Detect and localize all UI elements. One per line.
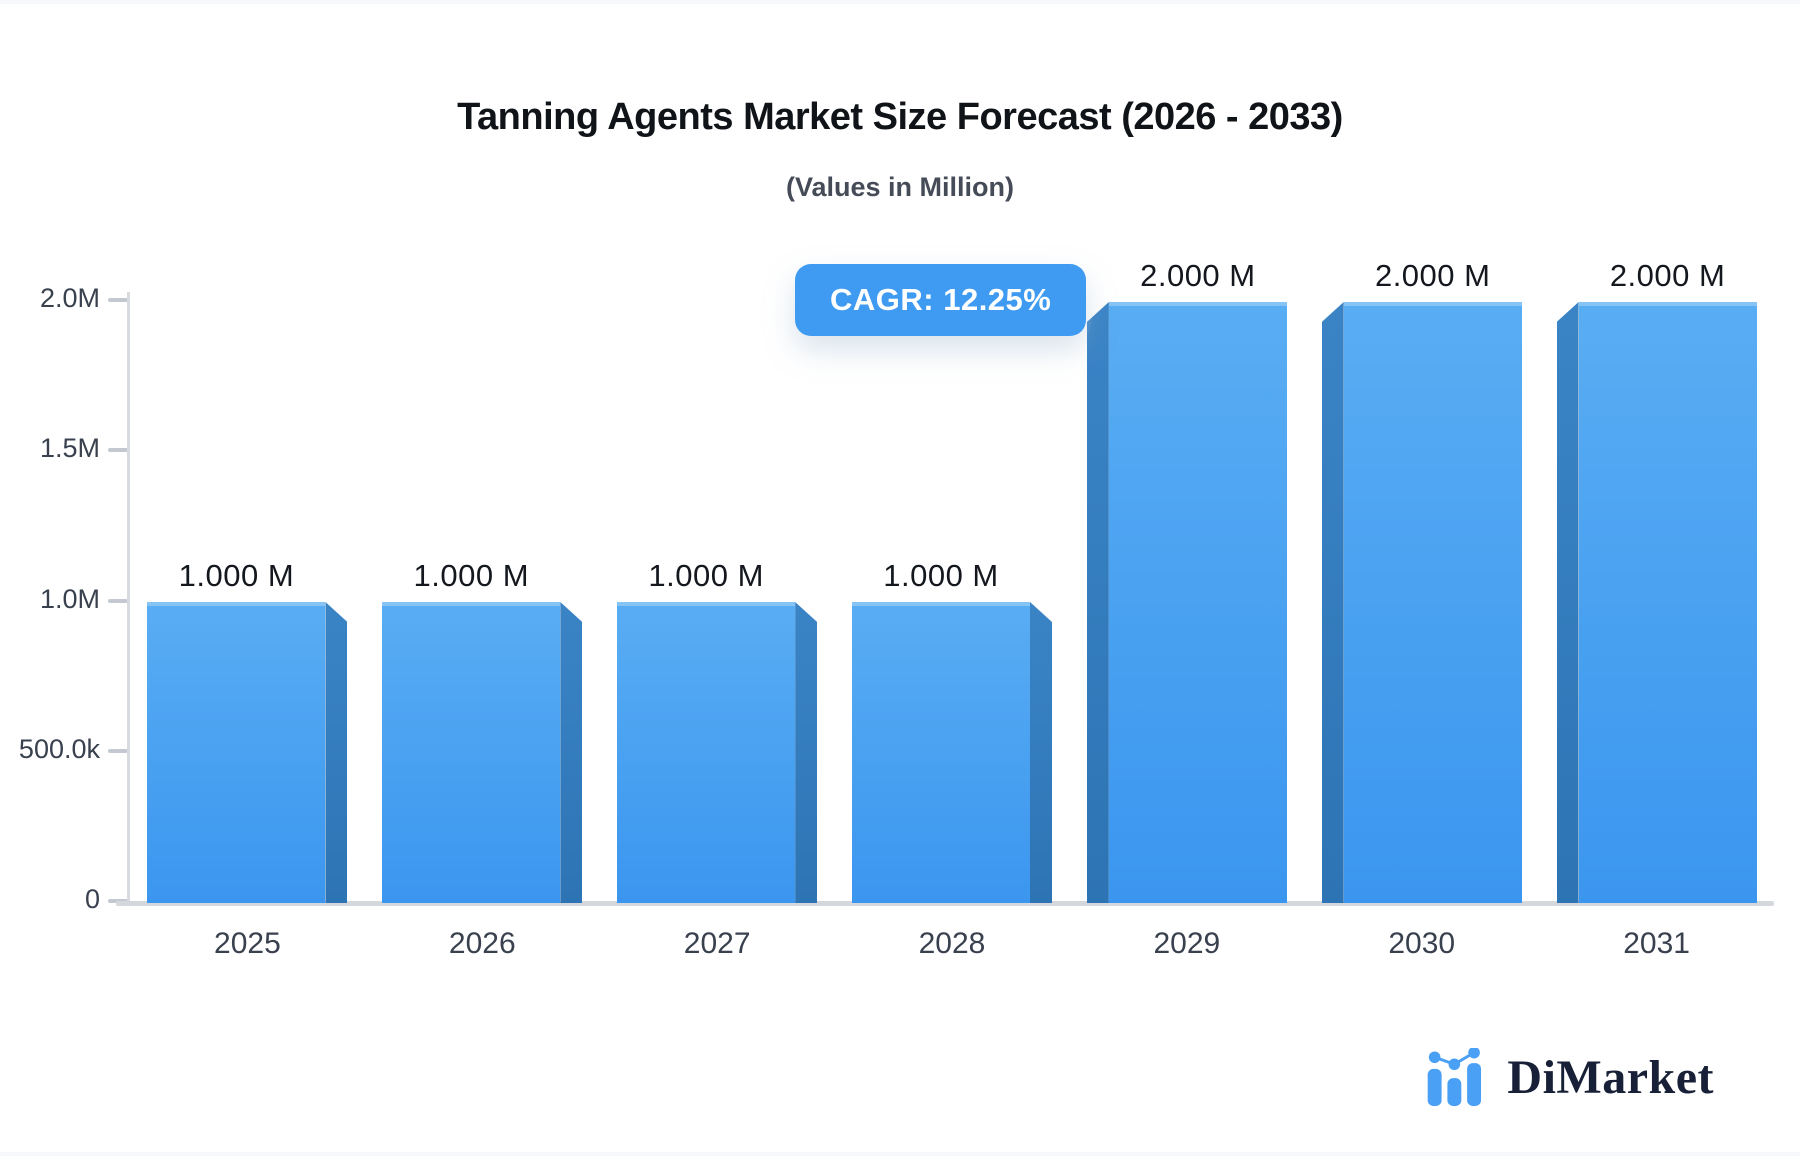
cagr-badge: CAGR: 12.25% — [795, 264, 1087, 336]
x-tick-label: 2030 — [1388, 927, 1456, 960]
bar-value-label: 1.000 M — [648, 558, 764, 593]
bar-2030: 2.000 M — [1321, 258, 1522, 903]
bar-2025: 1.000 M — [147, 558, 348, 903]
chart-canvas: Tanning Agents Market Size Forecast (202… — [0, 4, 1800, 1152]
bar-2028: 1.000 M — [852, 558, 1052, 903]
bar-value-label: 2.000 M — [1609, 258, 1726, 293]
bar-slot-2025: 1.000 M 2025 — [130, 300, 365, 960]
x-tick-label: 2026 — [448, 927, 516, 960]
x-tick-label: 2025 — [214, 927, 281, 960]
y-axis-line — [127, 292, 130, 905]
bar-2029: 2.000 M — [1086, 258, 1287, 903]
bar-value-label: 1.000 M — [178, 558, 295, 593]
y-tick-mark — [108, 448, 128, 453]
bar-3d-side — [1556, 302, 1579, 903]
bar-series: 1.000 M 2025 1.000 M 2026 1.000 M 2027 1.000 M… — [130, 258, 1774, 960]
chart-subtitle: (Values in Million) — [785, 172, 1015, 202]
y-tick-label: 2.0M — [39, 283, 100, 313]
bar-face — [147, 602, 326, 903]
y-tick-mark — [108, 748, 128, 753]
bar-slot-2030: 2.000 M 2030 — [1304, 258, 1539, 960]
y-tick-label: 0 — [84, 884, 100, 914]
bar-face — [382, 602, 561, 903]
bar-3d-side — [795, 602, 818, 903]
bar-2026: 1.000 M — [382, 558, 583, 903]
bar-slot-2027: 1.000 M 2027 — [600, 300, 835, 960]
y-tick-label: 500.0k — [18, 733, 100, 764]
y-tick-mark — [108, 598, 128, 603]
bar-face — [1108, 302, 1287, 903]
bar-3d-side — [1321, 302, 1344, 903]
bar-face — [617, 602, 796, 903]
bar-slot-2031: 2.000 M 2031 — [1539, 258, 1774, 960]
x-tick-label: 2029 — [1153, 927, 1221, 960]
bar-slot-2029: 2.000 M 2029 — [1069, 258, 1304, 960]
bar-face — [1343, 302, 1522, 903]
x-tick-label: 2028 — [918, 927, 986, 960]
x-tick-label: 2031 — [1623, 927, 1690, 960]
bar-face — [852, 602, 1030, 903]
brand-name: DiMarket — [1507, 1050, 1714, 1104]
bar-3d-side — [1086, 302, 1109, 903]
bar-value-label: 1.000 M — [883, 558, 999, 593]
chart-title: Tanning Agents Market Size Forecast (202… — [457, 96, 1343, 138]
bar-face — [1578, 302, 1757, 903]
bar-chart-logo-icon — [1428, 1048, 1482, 1106]
bar-value-label: 2.000 M — [1140, 258, 1256, 293]
bar-slot-2026: 1.000 M 2026 — [365, 300, 600, 960]
y-tick-mark — [108, 298, 128, 302]
bar-value-label: 1.000 M — [413, 558, 530, 593]
bar-2031: 2.000 M — [1556, 258, 1757, 903]
bar-3d-side — [1030, 602, 1052, 903]
bar-value-label: 2.000 M — [1374, 258, 1491, 293]
x-axis-line — [116, 901, 1774, 906]
x-tick-label: 2027 — [683, 927, 751, 960]
bar-3d-side — [325, 602, 348, 903]
bar-3d-side — [560, 602, 583, 903]
y-tick-label: 1.0M — [39, 583, 100, 614]
bar-slot-2028: 1.000 M 2028 — [835, 300, 1070, 960]
brand-logo: DiMarket — [1426, 1048, 1714, 1106]
y-tick-label: 1.5M — [39, 433, 100, 464]
bar-2027: 1.000 M — [617, 558, 818, 903]
